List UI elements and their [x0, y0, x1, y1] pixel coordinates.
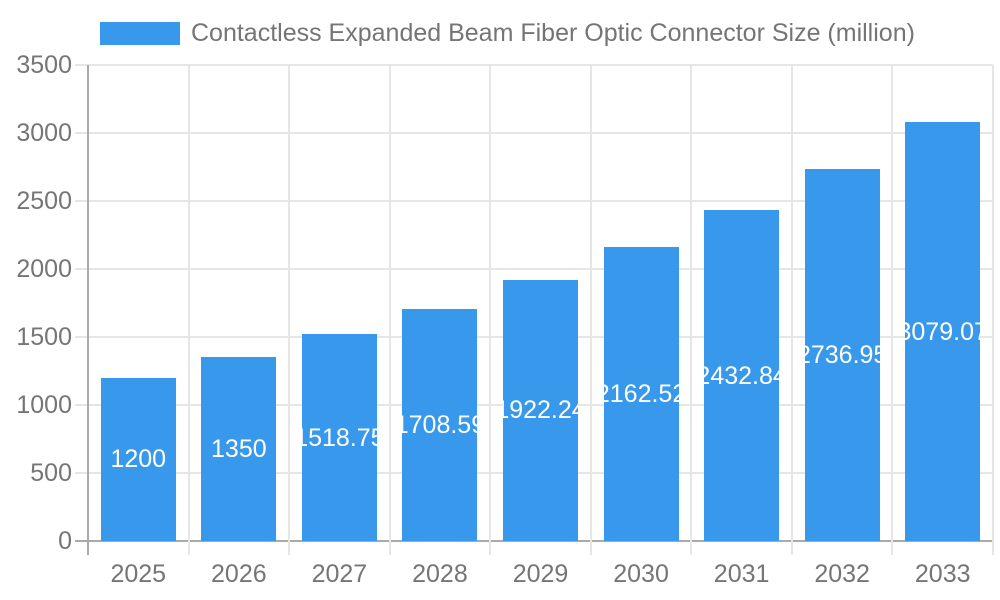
x-gridline — [589, 65, 592, 541]
y-axis-tick — [75, 132, 88, 134]
bar-2029: 1922.24 — [503, 279, 578, 541]
x-tick-label: 2033 — [914, 560, 971, 588]
x-axis-tick — [992, 541, 994, 555]
bar-2032: 2736.95 — [804, 168, 880, 541]
x-tick-label: 2025 — [110, 560, 167, 588]
bar-value-label: 2432.84 — [704, 361, 779, 390]
x-gridline — [690, 65, 693, 541]
y-axis-tick — [75, 404, 88, 406]
x-gridline — [891, 65, 894, 541]
bar-value-label: 1922.24 — [503, 396, 578, 425]
bar-value-label: 1200 — [110, 445, 167, 474]
legend-swatch — [100, 22, 180, 45]
y-gridline — [88, 132, 993, 134]
bar-value-label: 1350 — [211, 435, 267, 464]
x-gridline — [992, 65, 994, 541]
bar-value-label: 1708.59 — [402, 410, 477, 439]
y-axis-tick — [75, 268, 88, 270]
bar-value-label: 2736.95 — [805, 340, 880, 369]
x-axis-tick — [690, 541, 693, 555]
y-axis-tick — [75, 336, 88, 338]
x-tick-label: 2029 — [512, 560, 569, 588]
y-axis-tick — [75, 200, 88, 202]
legend-label: Contactless Expanded Beam Fiber Optic Co… — [191, 19, 915, 47]
y-tick-label: 0 — [58, 527, 72, 555]
bar-2031: 2432.84 — [704, 210, 780, 541]
x-axis-tick — [790, 541, 793, 555]
x-gridline — [489, 65, 492, 541]
bar-value-label: 2162.52 — [604, 379, 679, 408]
x-gridline — [790, 65, 793, 541]
plot-area: 0 500 1000 1500 2000 2500 3000 3500 1200 2025 1350… — [16, 51, 994, 588]
x-gridline — [87, 65, 89, 541]
x-tick-label: 2028 — [412, 560, 468, 588]
x-axis-tick — [288, 541, 291, 555]
x-axis-tick — [891, 541, 894, 555]
x-tick-label: 2026 — [211, 560, 267, 588]
y-axis-tick — [75, 472, 88, 474]
y-axis-tick — [75, 540, 88, 542]
bar-2028: 1708.59 — [402, 308, 478, 541]
y-tick-label: 1500 — [16, 323, 72, 351]
y-tick-label: 3000 — [16, 119, 72, 147]
y-gridline — [88, 268, 993, 270]
bar-2025: 1200 — [100, 377, 176, 541]
bar-2026: 1350 — [201, 357, 277, 541]
bar-value-label: 1518.75 — [302, 423, 377, 452]
bar-2027: 1518.75 — [301, 334, 377, 541]
y-tick-label: 1000 — [16, 391, 72, 419]
x-axis-tick — [187, 541, 190, 555]
bar-2030: 2162.52 — [603, 246, 679, 541]
x-axis-tick — [589, 541, 592, 555]
x-tick-label: 2027 — [311, 560, 368, 588]
y-tick-label: 2000 — [16, 255, 72, 283]
x-gridline — [388, 65, 391, 541]
x-axis-tick — [87, 541, 89, 555]
y-gridline — [88, 200, 993, 202]
bar-value-label: 3079.07 — [905, 317, 980, 346]
y-gridline — [88, 64, 993, 66]
y-tick-label: 3500 — [16, 51, 72, 79]
x-tick-label: 2030 — [613, 560, 669, 588]
x-tick-label: 2031 — [713, 560, 770, 588]
x-axis-tick — [489, 541, 492, 555]
y-gridline — [88, 540, 993, 542]
y-axis-tick — [75, 64, 88, 66]
legend-item[interactable]: Contactless Expanded Beam Fiber Optic Co… — [100, 19, 915, 47]
x-gridline — [288, 65, 291, 541]
x-tick-label: 2032 — [814, 560, 870, 588]
x-gridline — [187, 65, 190, 541]
x-axis-tick — [388, 541, 391, 555]
y-tick-label: 2500 — [16, 187, 72, 215]
bar-2033: 3079.07 — [905, 122, 981, 541]
y-tick-label: 500 — [30, 459, 72, 487]
